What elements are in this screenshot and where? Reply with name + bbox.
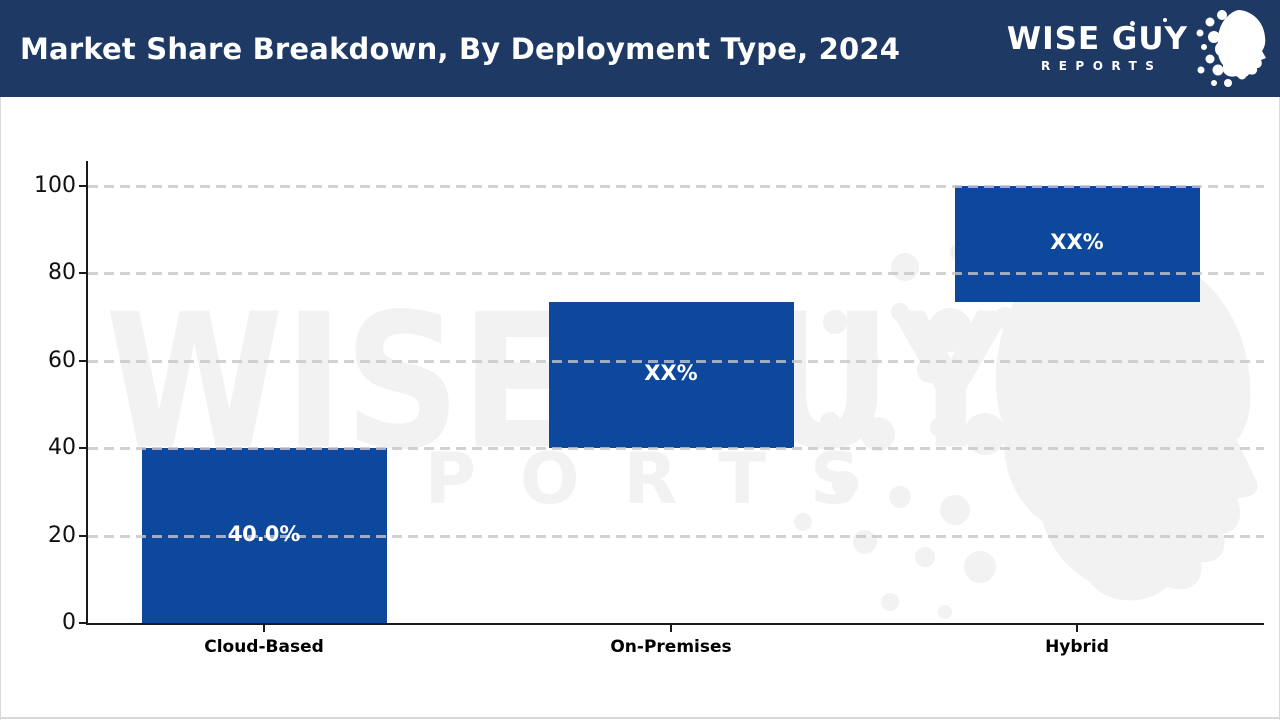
- x-tick-mark: [1076, 625, 1078, 632]
- brand-logo-text: WISE GUY REPORTS: [1006, 18, 1188, 73]
- watermark-face-icon: [794, 241, 1258, 619]
- y-tick-mark: [79, 622, 88, 624]
- y-axis-spine: [86, 161, 88, 625]
- bar-segment-on-premises: [548, 302, 794, 449]
- x-tick-mark: [263, 625, 265, 632]
- gridline-100: [88, 185, 1264, 188]
- y-tick-mark: [79, 359, 88, 362]
- gridline-20: [88, 534, 1264, 538]
- y-tick-mark: [79, 534, 88, 537]
- y-tick-label: 80: [48, 260, 76, 286]
- y-tick-mark: [79, 272, 88, 275]
- x-axis-label-cloud-based: Cloud-Based: [204, 637, 324, 657]
- x-tick-mark: [670, 625, 672, 632]
- bar-value-label-hybrid: XX%: [1050, 230, 1104, 255]
- bar-value-label-on-premises: XX%: [644, 361, 698, 386]
- bar-value-label-cloud-based: 40.0%: [227, 521, 301, 546]
- logo-face-icon: [1196, 9, 1266, 87]
- x-axis-spine: [86, 623, 1264, 625]
- y-tick-mark: [79, 447, 88, 450]
- gridline-60: [88, 359, 1264, 363]
- y-tick-label: 0: [62, 610, 76, 635]
- logo-subtext: REPORTS: [1040, 59, 1163, 73]
- x-axis-label-hybrid: Hybrid: [1045, 637, 1109, 657]
- gridline-80: [88, 272, 1264, 276]
- y-tick-mark: [79, 185, 88, 187]
- logo-accent-dot: [1162, 18, 1167, 22]
- chart-title: Market Share Breakdown, By Deployment Ty…: [20, 31, 901, 66]
- bar-segment-hybrid: [954, 186, 1200, 303]
- bottom-edge-line: [0, 717, 1280, 719]
- x-axis-label-on-premises: On-Premises: [610, 637, 732, 657]
- brand-logo: WISE GUY REPORTS: [1007, 7, 1270, 91]
- logo-accent-dot: [1130, 21, 1136, 26]
- logo-wordmark: WISE GUY: [1006, 21, 1188, 57]
- gridline-40: [88, 447, 1264, 451]
- header-bar: Market Share Breakdown, By Deployment Ty…: [0, 0, 1280, 97]
- y-tick-label: 20: [48, 522, 76, 548]
- y-tick-label: 100: [34, 173, 76, 198]
- left-edge-line: [0, 97, 1, 720]
- y-tick-label: 60: [48, 347, 76, 373]
- y-tick-label: 40: [48, 435, 76, 461]
